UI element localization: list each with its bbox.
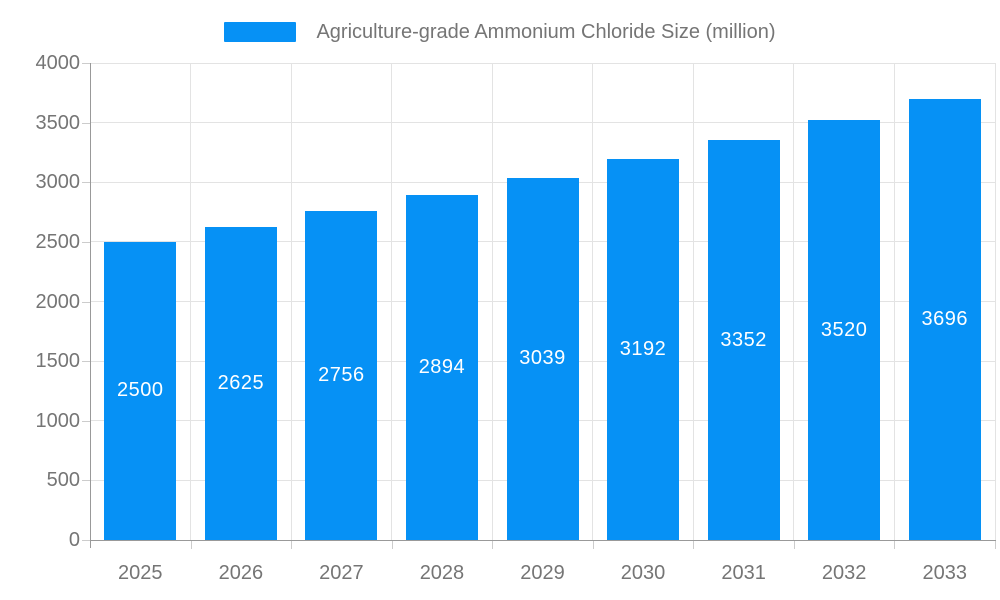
gridline-vertical xyxy=(692,63,694,540)
bar-value-label: 2756 xyxy=(318,364,365,387)
y-axis-tick xyxy=(82,480,90,482)
x-axis-line xyxy=(90,540,996,541)
gridline-vertical xyxy=(793,63,795,540)
bar[interactable]: 3352 xyxy=(707,140,780,540)
y-axis-tick xyxy=(82,241,90,243)
x-axis-tick xyxy=(190,541,192,549)
bar[interactable]: 3039 xyxy=(506,177,579,540)
legend-swatch-icon xyxy=(224,22,297,42)
bar-value-label: 2625 xyxy=(217,371,265,394)
y-axis-tick-label: 4000 xyxy=(35,52,81,74)
y-axis-tick-label: 3500 xyxy=(35,111,81,134)
y-axis-tick-label: 2500 xyxy=(35,230,81,253)
x-axis-tick xyxy=(492,541,494,549)
y-axis-tick xyxy=(82,122,90,124)
y-axis-tick xyxy=(82,361,90,363)
y-axis-tick-label: 1000 xyxy=(35,409,81,432)
x-axis-tick xyxy=(793,541,795,549)
x-axis-tick-label: 2033 xyxy=(922,562,967,584)
bar[interactable]: 3192 xyxy=(607,159,680,540)
legend-label: Agriculture-grade Ammonium Chloride Size… xyxy=(316,21,776,43)
bar[interactable]: 2500 xyxy=(104,241,177,540)
bar[interactable]: 2756 xyxy=(305,211,378,540)
y-axis-tick xyxy=(82,182,90,184)
bar-value-label: 2500 xyxy=(117,379,164,402)
gridline-vertical xyxy=(893,63,895,540)
bar-value-label: 3352 xyxy=(720,328,767,351)
bar-value-label: 2894 xyxy=(418,355,466,378)
y-axis-tick-label: 3000 xyxy=(35,171,81,194)
x-axis-tick-label: 2030 xyxy=(620,562,666,584)
bar-value-label: 3039 xyxy=(519,347,566,370)
gridline-vertical xyxy=(994,63,996,540)
gridline-horizontal xyxy=(90,62,995,64)
x-axis-tick xyxy=(995,541,996,549)
x-axis-tick-label: 2026 xyxy=(218,562,264,584)
y-axis-tick-label: 500 xyxy=(46,469,80,492)
x-axis-tick-label: 2027 xyxy=(319,562,364,584)
x-axis-tick xyxy=(291,541,293,549)
y-axis-tick xyxy=(82,63,90,64)
bar-value-label: 3192 xyxy=(619,338,667,361)
bar[interactable]: 2625 xyxy=(204,226,277,540)
y-axis-line xyxy=(90,63,91,548)
gridline-horizontal xyxy=(90,122,995,124)
x-axis-tick-label: 2028 xyxy=(419,562,465,584)
y-axis-tick xyxy=(82,540,90,541)
bar-value-label: 3520 xyxy=(820,318,868,341)
gridline-vertical xyxy=(391,63,393,540)
x-axis-tick-label: 2025 xyxy=(118,562,163,584)
bar-value-label: 3696 xyxy=(921,308,968,331)
bar[interactable]: 3520 xyxy=(808,120,881,540)
y-axis-tick-label: 2000 xyxy=(35,290,81,313)
gridline-vertical xyxy=(491,63,493,540)
x-axis-tick-label: 2029 xyxy=(520,562,565,584)
gridline-vertical xyxy=(190,63,192,540)
y-axis-tick xyxy=(82,420,90,422)
gridline-vertical xyxy=(592,63,594,540)
plot-area: 2500 2625 2756 2894 3039 3192 3352 3520 3696 xyxy=(90,62,996,540)
y-axis-tick-label: 1500 xyxy=(35,350,81,373)
legend[interactable]: Agriculture-grade Ammonium Chloride Size… xyxy=(0,20,1000,44)
x-axis-tick xyxy=(391,541,393,549)
y-axis-tick-label: 0 xyxy=(68,529,80,551)
x-axis-tick-label: 2031 xyxy=(721,562,766,584)
bar[interactable]: 2894 xyxy=(405,194,478,540)
x-axis-tick xyxy=(693,541,695,549)
x-axis-tick xyxy=(592,541,594,549)
bar[interactable]: 3696 xyxy=(908,99,981,540)
x-axis-tick-label: 2032 xyxy=(821,562,867,584)
gridline-vertical xyxy=(290,63,292,540)
y-axis-tick xyxy=(82,301,90,303)
x-axis-tick xyxy=(894,541,896,549)
